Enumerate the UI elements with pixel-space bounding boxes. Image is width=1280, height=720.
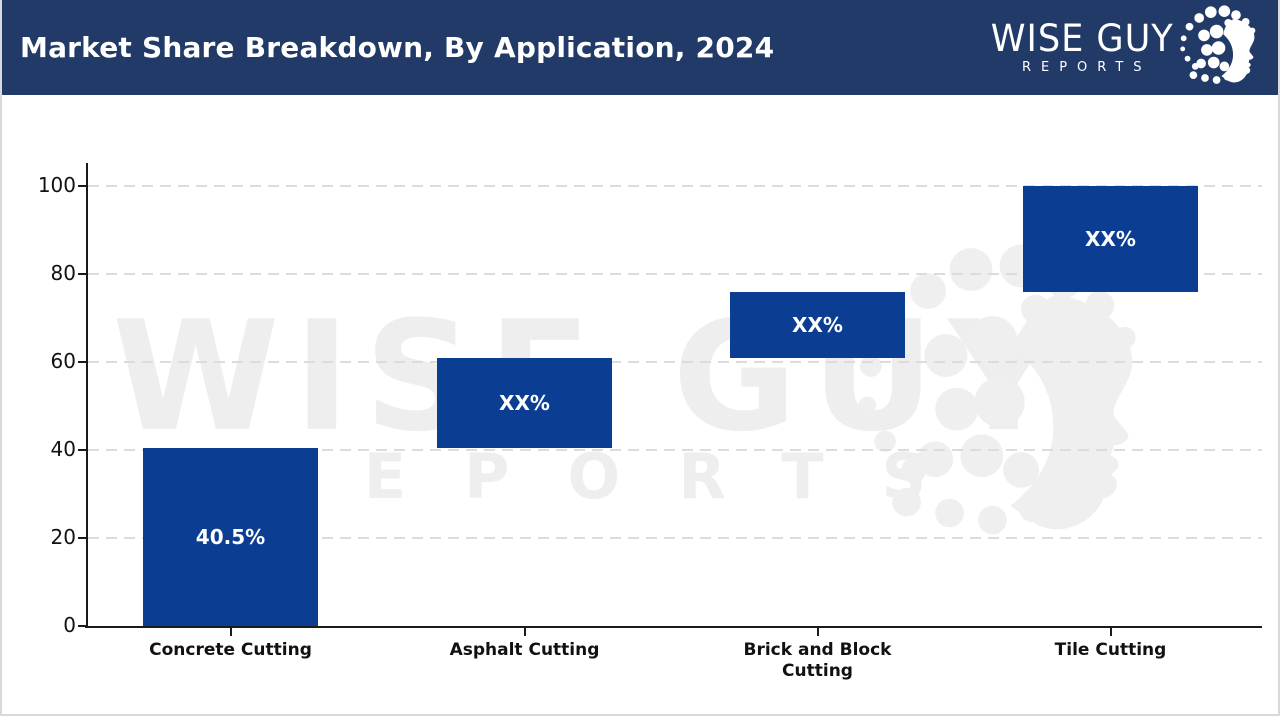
waterfall-bar: XX% (730, 291, 905, 358)
y-axis-tick-label: 0 (63, 613, 76, 637)
x-axis-tickmark (229, 628, 232, 636)
x-axis-tickmark (523, 628, 526, 636)
y-axis-tickmark (78, 361, 87, 363)
y-axis-tick-label: 60 (50, 349, 76, 373)
bar-value-label: XX% (792, 312, 843, 337)
bar-value-label: XX% (1085, 226, 1136, 251)
bar-value-label: XX% (499, 390, 550, 415)
y-axis-tickmark (78, 625, 87, 627)
y-gridline (88, 361, 1262, 363)
y-axis-spine (86, 163, 88, 628)
y-axis-tickmark (78, 537, 87, 539)
logo-brand-name: WISE GUY (990, 16, 1174, 60)
bar-value-label: 40.5% (195, 524, 266, 549)
y-gridline (88, 449, 1262, 451)
y-axis-tick-label: 40 (50, 437, 76, 461)
header-band: Market Share Breakdown, By Application, … (0, 0, 1280, 95)
x-axis-category-label: Brick and Block Cutting (743, 640, 892, 681)
y-gridline (88, 273, 1262, 275)
x-axis-category-label: Concrete Cutting (149, 640, 312, 660)
wiseguy-logo: WISE GUY REPORTS (986, 4, 1280, 91)
page-title: Market Share Breakdown, By Application, … (20, 31, 775, 64)
y-axis-tickmark (78, 449, 87, 451)
y-gridline (88, 537, 1262, 539)
y-axis-tickmark (78, 273, 87, 275)
y-gridline (88, 185, 1262, 187)
waterfall-bar: XX% (437, 357, 612, 448)
waterfall-bar: 40.5% (143, 447, 318, 626)
y-axis-tick-label: 80 (50, 261, 76, 285)
x-axis-spine (85, 626, 1262, 628)
y-axis-tick-label: 20 (50, 525, 76, 549)
wiseguy-face-icon (1180, 4, 1256, 84)
wiseguy-logo-text: WISE GUY REPORTS (986, 16, 1178, 75)
y-axis-tick-label: 100 (37, 173, 76, 197)
x-axis-category-label: Asphalt Cutting (449, 640, 600, 660)
x-axis-category-label: Tile Cutting (1054, 640, 1167, 660)
logo-brand-sub: REPORTS (1021, 59, 1152, 75)
y-axis-tickmark (78, 185, 87, 187)
x-axis-tickmark (816, 628, 819, 636)
waterfall-bar: XX% (1023, 186, 1198, 292)
watermark-brand-sub: REPORTS (258, 440, 985, 513)
x-axis-tickmark (1109, 628, 1112, 636)
